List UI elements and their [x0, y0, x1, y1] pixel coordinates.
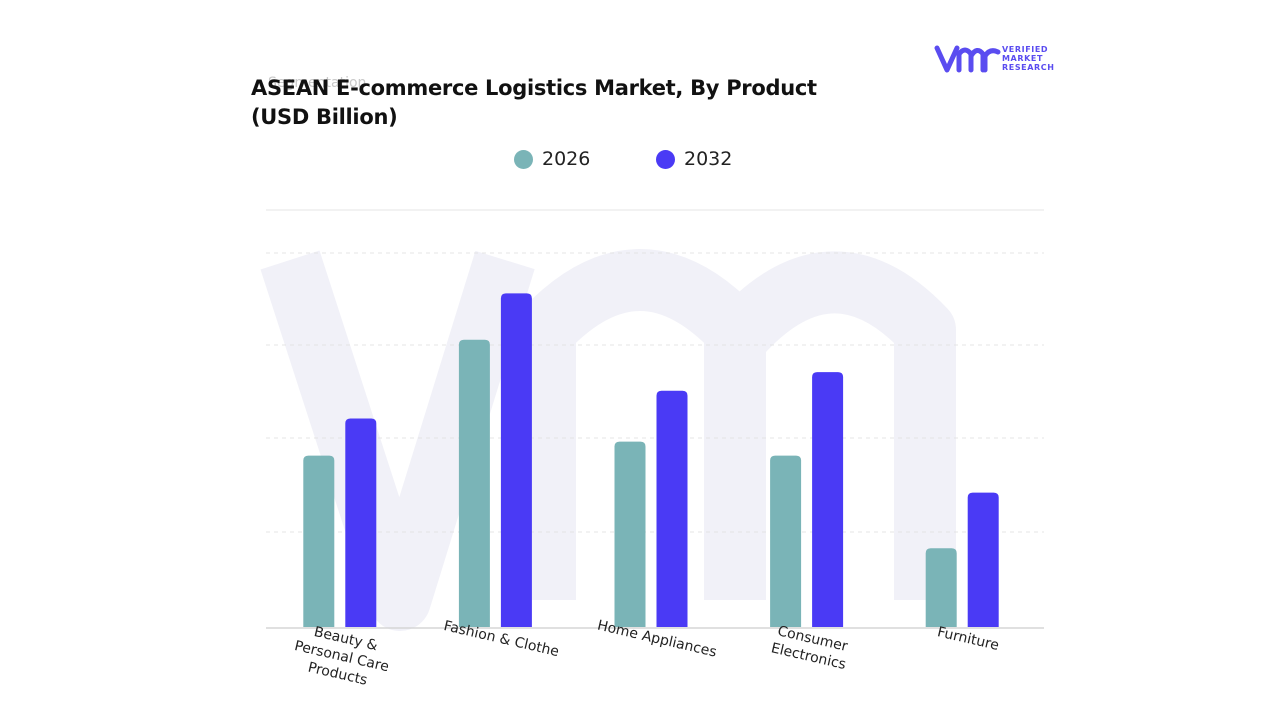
bar-2026-4 [925, 548, 957, 627]
bar-2032-4 [967, 492, 999, 627]
chart-title-line-2: (USD Billion) [251, 105, 398, 129]
bars [303, 293, 999, 627]
vmr-logo-mark-icon [934, 45, 1001, 73]
legend-item-2032: 2032 [656, 148, 732, 170]
legend-swatch-2026 [514, 149, 533, 169]
legend-label-2026: 2026 [542, 148, 591, 170]
chart-title-line-1: ASEAN E-commerce Logistics Market, By Pr… [251, 76, 817, 100]
bar-2032-1 [500, 293, 532, 627]
bar-2026-0 [303, 455, 335, 627]
vmr-logo-line-3: RESEARCH [1002, 63, 1055, 72]
vmr-logo-line-2: MARKET [1002, 54, 1044, 63]
legend-swatch-2032 [656, 149, 675, 169]
bar-2032-2 [656, 390, 688, 627]
vmr-logo-line-1: VERIFIED [1002, 45, 1049, 54]
x-tick-label-0: Beauty &Personal CareProducts [289, 620, 395, 692]
bar-2026-1 [458, 339, 490, 627]
ghost-segmentation-label: Segmentation [268, 75, 367, 91]
bar-2032-3 [812, 372, 844, 627]
gridlines [266, 209, 1044, 629]
legend-item-2026: 2026 [514, 148, 590, 170]
vmr-logo [934, 45, 1001, 73]
bar-2026-2 [614, 441, 646, 627]
vmr-logo-text: VERIFIED MARKET RESEARCH [1002, 45, 1055, 72]
x-tick-text-0: Beauty &Personal CareProducts [289, 620, 395, 692]
x-tick-label-3: ConsumerElectronics [769, 623, 851, 673]
bar-2032-0 [345, 418, 377, 627]
legend-label-2032: 2032 [684, 148, 733, 170]
x-tick-text-3: ConsumerElectronics [769, 623, 851, 673]
bar-2026-3 [770, 455, 802, 627]
chart-title: ASEAN E-commerce Logistics Market, By Pr… [251, 74, 817, 132]
chart-legend: 2026 2032 [0, 148, 1280, 178]
